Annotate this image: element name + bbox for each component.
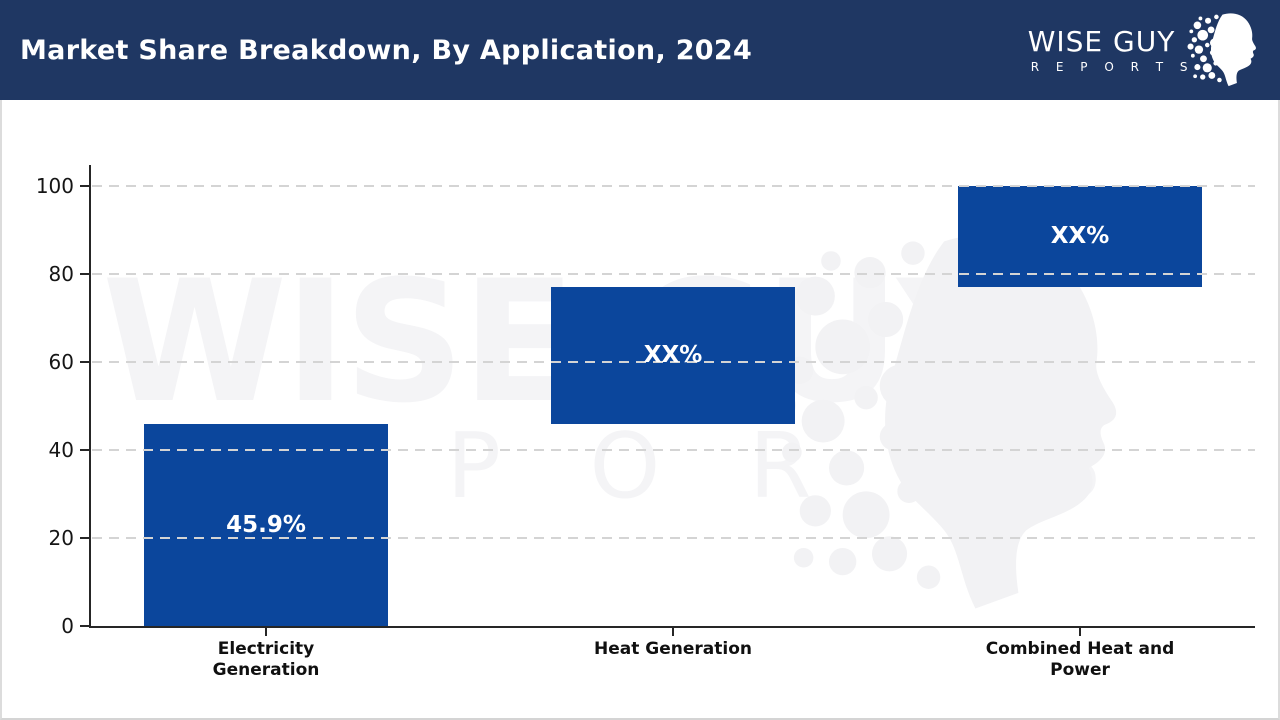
x-axis-tick xyxy=(1079,628,1081,636)
x-axis-category-label: Heat Generation xyxy=(594,639,752,659)
bar-value-label-box: XX% xyxy=(958,186,1202,287)
y-axis-tick-label: 80 xyxy=(48,262,74,286)
x-axis-tick xyxy=(265,628,267,636)
bar xyxy=(144,424,388,626)
x-axis-tick xyxy=(672,628,674,636)
y-axis-tick-label: 60 xyxy=(48,350,74,374)
grid-line xyxy=(92,449,1255,451)
x-axis-line xyxy=(89,626,1255,628)
dotted-face-profile-icon xyxy=(1187,13,1256,87)
y-axis-tick-label: 20 xyxy=(48,526,74,550)
bar-value-label: XX% xyxy=(643,342,703,369)
bar-value-label-box: XX% xyxy=(551,287,795,424)
plot-area: 0 20 40 60 80 100 45.9% Electricity Generation X… xyxy=(2,100,1280,720)
y-axis-tick-label: 40 xyxy=(48,438,74,462)
logo-brand-name: WISE GUY xyxy=(1027,24,1176,58)
grid-line xyxy=(92,361,1255,363)
bar xyxy=(958,186,1202,287)
watermark-face-profile-icon xyxy=(764,234,1117,609)
bar-value-label: 45.9% xyxy=(226,512,306,538)
chart-canvas: WISE GUY R E P O R T S 0 20 40 60 80 100 45.9%… xyxy=(0,100,1280,720)
grid-line xyxy=(92,273,1255,275)
wiseguy-logo-text: WISE GUY R E P O R T S xyxy=(1027,24,1194,74)
bar xyxy=(551,286,795,425)
logo-brand-subtitle: R E P O R T S xyxy=(1030,59,1194,74)
y-axis-tick xyxy=(80,449,89,451)
y-axis-tick-label: 0 xyxy=(61,614,74,638)
page-title: Market Share Breakdown, By Application, … xyxy=(20,34,753,66)
bar-value-label-box: 45.9% xyxy=(144,424,388,626)
grid-line xyxy=(92,185,1255,187)
wiseguy-logo: WISE GUY R E P O R T S xyxy=(1028,9,1262,91)
y-axis-tick xyxy=(80,185,89,187)
y-axis-tick xyxy=(80,273,89,275)
y-axis-tick-label: 100 xyxy=(35,174,74,198)
x-axis-category-label: Combined Heat and Power xyxy=(985,639,1175,681)
y-axis-tick xyxy=(80,537,89,539)
y-axis-tick xyxy=(80,625,89,627)
x-axis-category-label: Electricity Generation xyxy=(212,639,320,681)
y-axis-line xyxy=(89,165,91,628)
grid-line xyxy=(92,537,1255,539)
bar-value-label: XX% xyxy=(1050,223,1110,250)
y-axis-tick xyxy=(80,361,89,363)
header-banner: Market Share Breakdown, By Application, … xyxy=(0,0,1280,100)
